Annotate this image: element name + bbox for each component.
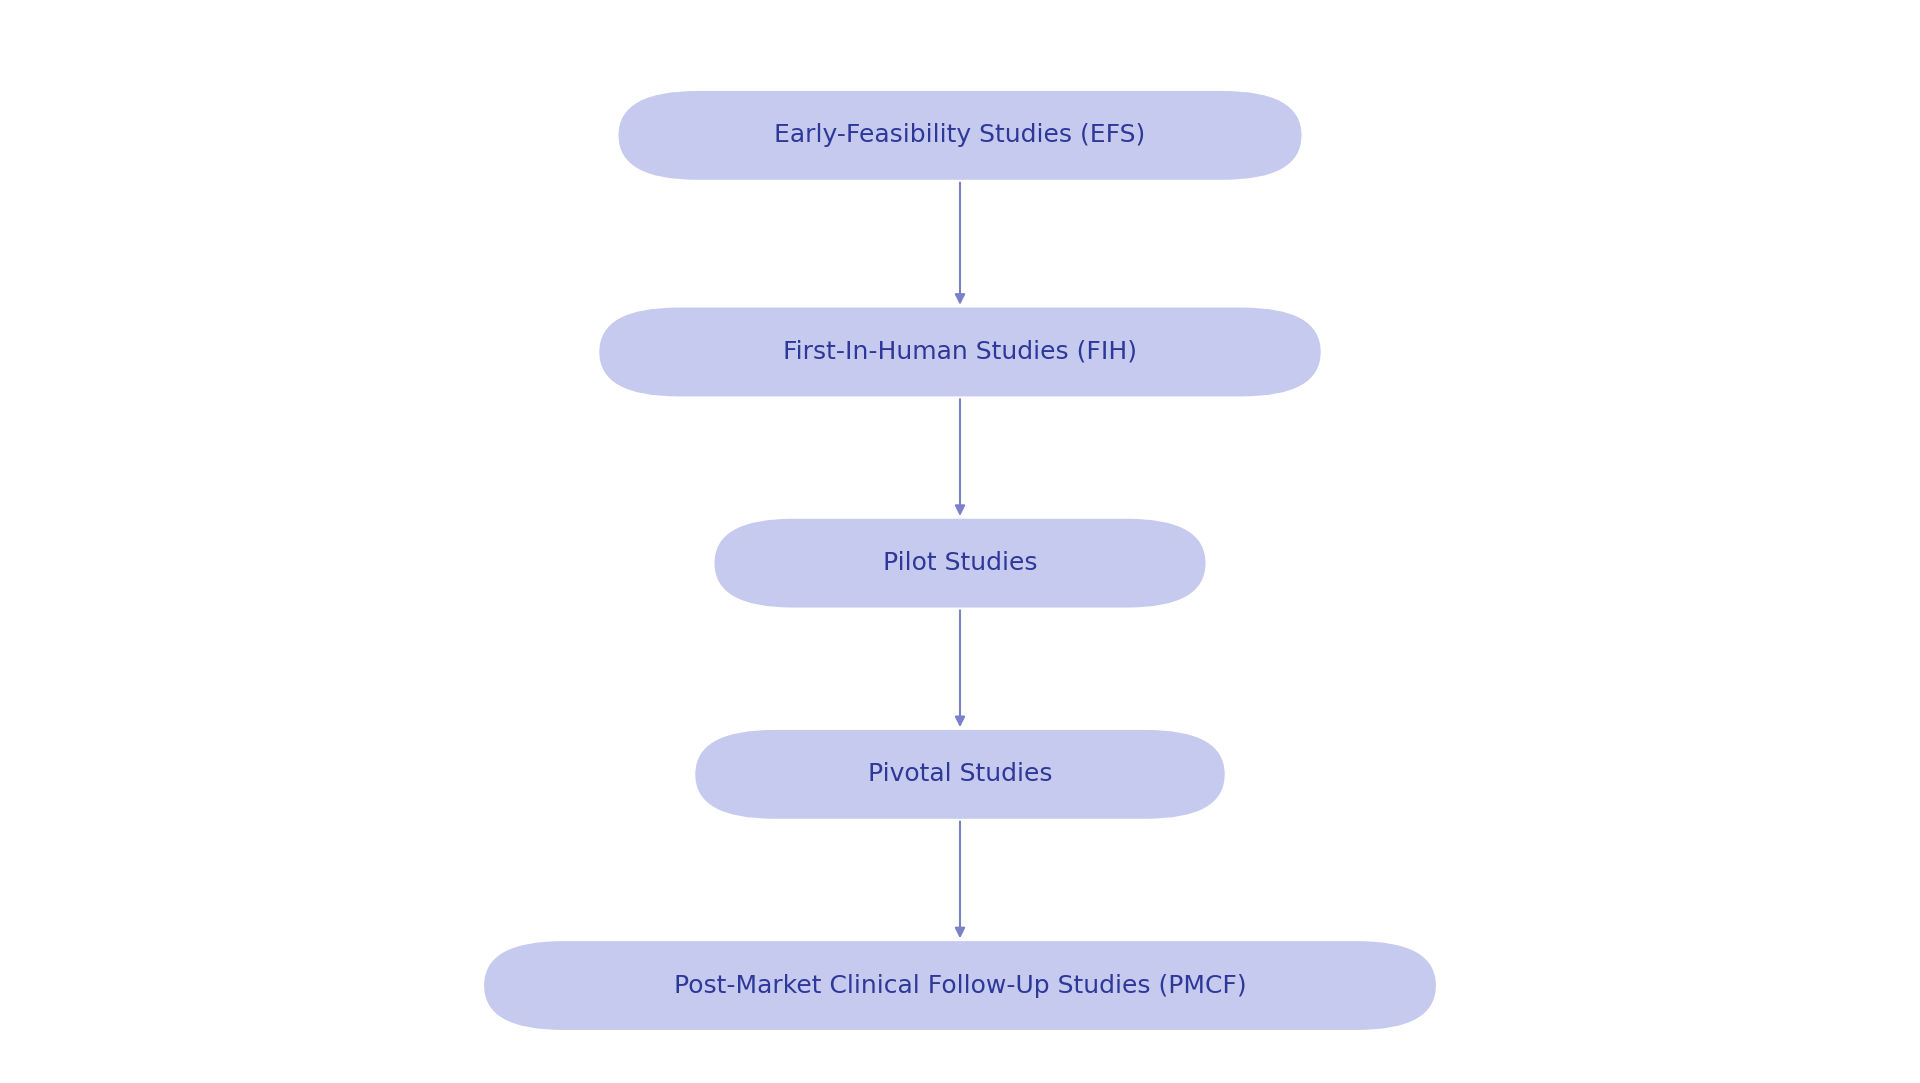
FancyBboxPatch shape <box>695 730 1225 819</box>
Text: Pivotal Studies: Pivotal Studies <box>868 762 1052 786</box>
Text: Post-Market Clinical Follow-Up Studies (PMCF): Post-Market Clinical Follow-Up Studies (… <box>674 974 1246 997</box>
FancyBboxPatch shape <box>599 308 1321 396</box>
Text: First-In-Human Studies (FIH): First-In-Human Studies (FIH) <box>783 340 1137 364</box>
FancyBboxPatch shape <box>484 941 1436 1030</box>
FancyBboxPatch shape <box>714 519 1206 608</box>
Text: Pilot Studies: Pilot Studies <box>883 551 1037 575</box>
Text: Early-Feasibility Studies (EFS): Early-Feasibility Studies (EFS) <box>774 123 1146 147</box>
FancyBboxPatch shape <box>618 91 1302 180</box>
